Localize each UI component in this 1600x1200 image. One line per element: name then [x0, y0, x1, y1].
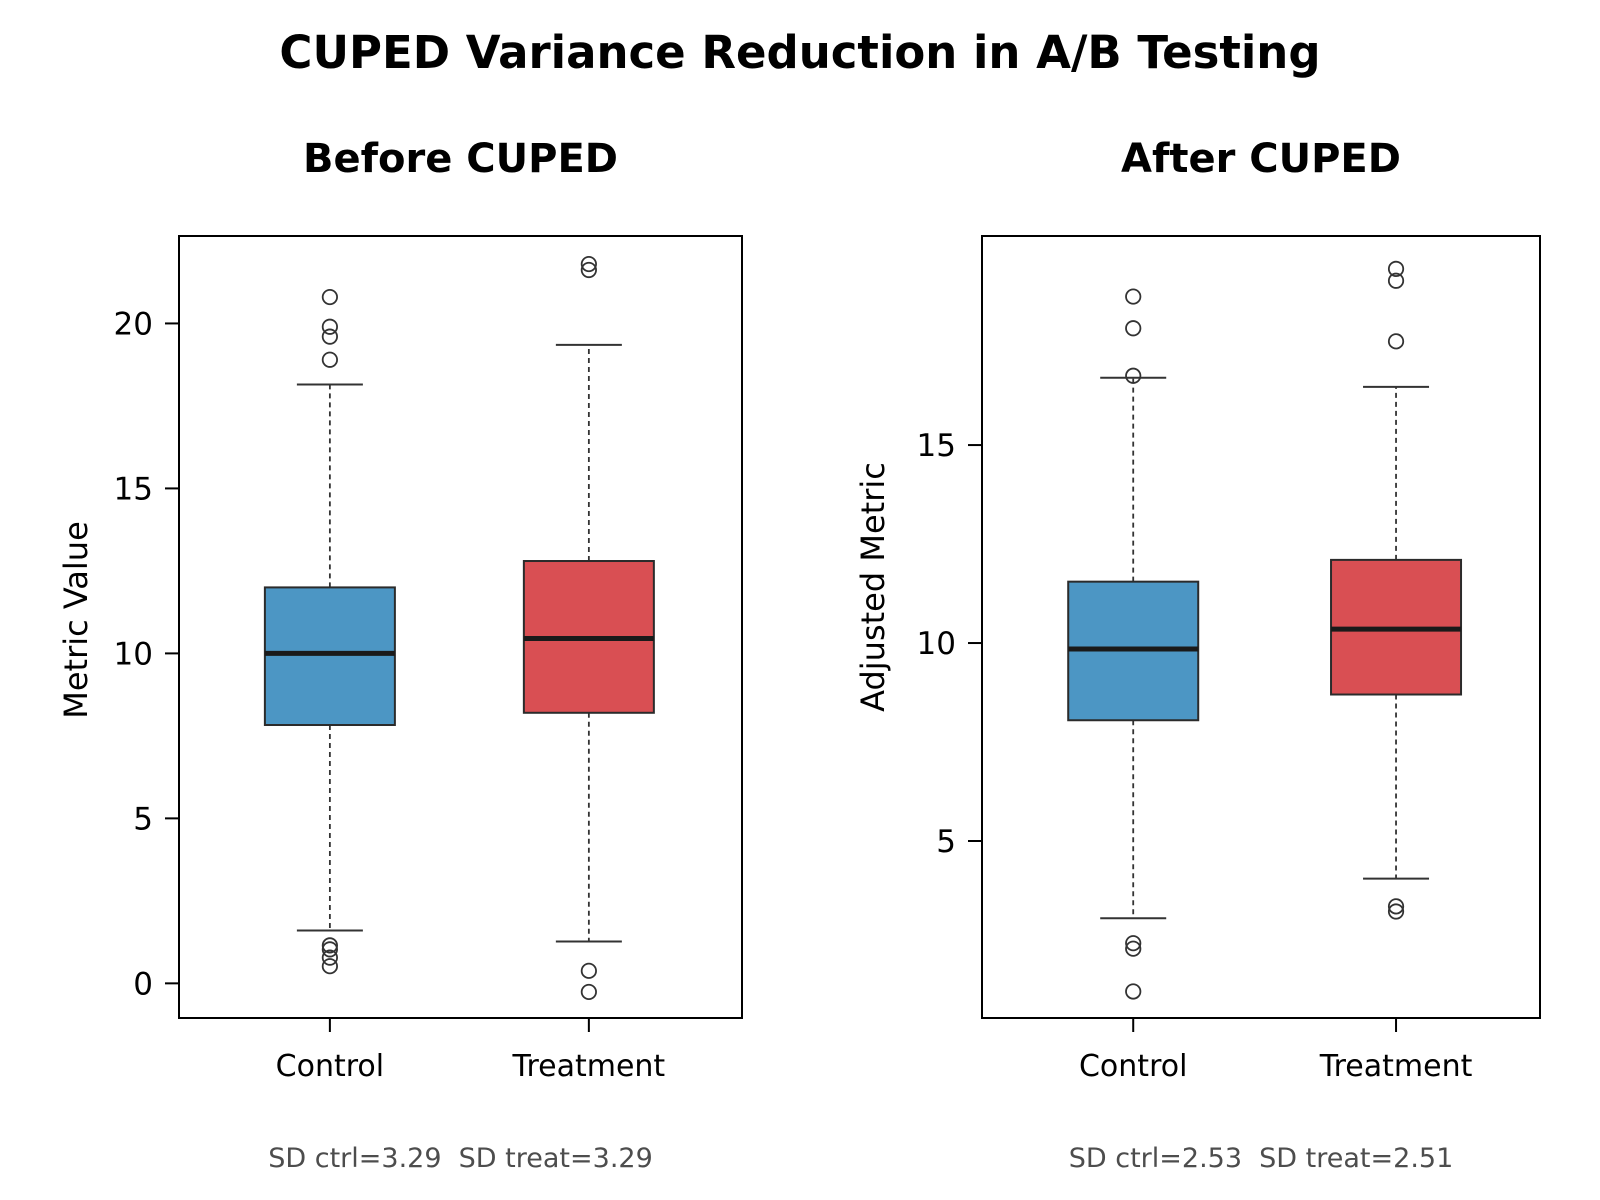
subplot-title-after: After CUPED: [1121, 136, 1401, 182]
outlier-point: [1387, 898, 1405, 915]
y-tick-label: 5: [936, 824, 956, 860]
outlier-point: [321, 328, 338, 345]
outlier-point: [321, 351, 338, 368]
y-tick-label: 10: [917, 626, 956, 662]
outlier-point: [1387, 903, 1405, 920]
outlier-point: [1387, 333, 1405, 350]
chart-title: CUPED Variance Reduction in A/B Testing: [279, 26, 1321, 79]
outlier-point: [321, 958, 338, 975]
iqr-box-control: [263, 586, 396, 726]
outlier-point: [1125, 288, 1142, 305]
outlier-point: [580, 983, 597, 1001]
outlier-point: [1125, 940, 1142, 957]
category-label: Treatment: [1319, 1049, 1473, 1084]
category-label: Control: [1079, 1049, 1187, 1084]
outlier-point: [321, 937, 338, 954]
outlier-point: [1125, 935, 1142, 952]
outlier-point: [321, 941, 338, 958]
outlier-point: [1387, 260, 1405, 277]
y-tick-label: 0: [133, 966, 153, 1002]
sd-caption-before: SD ctrl=3.29 SD treat=3.29: [268, 1143, 653, 1174]
outlier-point: [580, 261, 597, 279]
outlier-point: [1125, 320, 1142, 337]
subplot-title-before: Before CUPED: [303, 136, 618, 182]
panel-frame: [178, 235, 743, 1019]
y-tick-label: 20: [114, 306, 153, 342]
outlier-point: [1387, 272, 1405, 289]
category-label: Control: [276, 1049, 384, 1084]
outlier-point: [321, 949, 338, 966]
outlier-point: [321, 318, 338, 335]
y-tick-label: 15: [917, 428, 956, 464]
outlier-point: [580, 255, 597, 273]
outlier-point: [321, 288, 338, 306]
outlier-point: [1125, 367, 1142, 384]
outlier-point: [1125, 983, 1142, 1000]
y-tick-label: 15: [114, 471, 153, 507]
y-tick-label: 5: [133, 801, 153, 837]
outlier-point: [580, 962, 597, 979]
y-tick-label: 10: [114, 636, 153, 672]
sd-caption-after: SD ctrl=2.53 SD treat=2.51: [1068, 1143, 1454, 1174]
category-label: Treatment: [512, 1049, 666, 1084]
